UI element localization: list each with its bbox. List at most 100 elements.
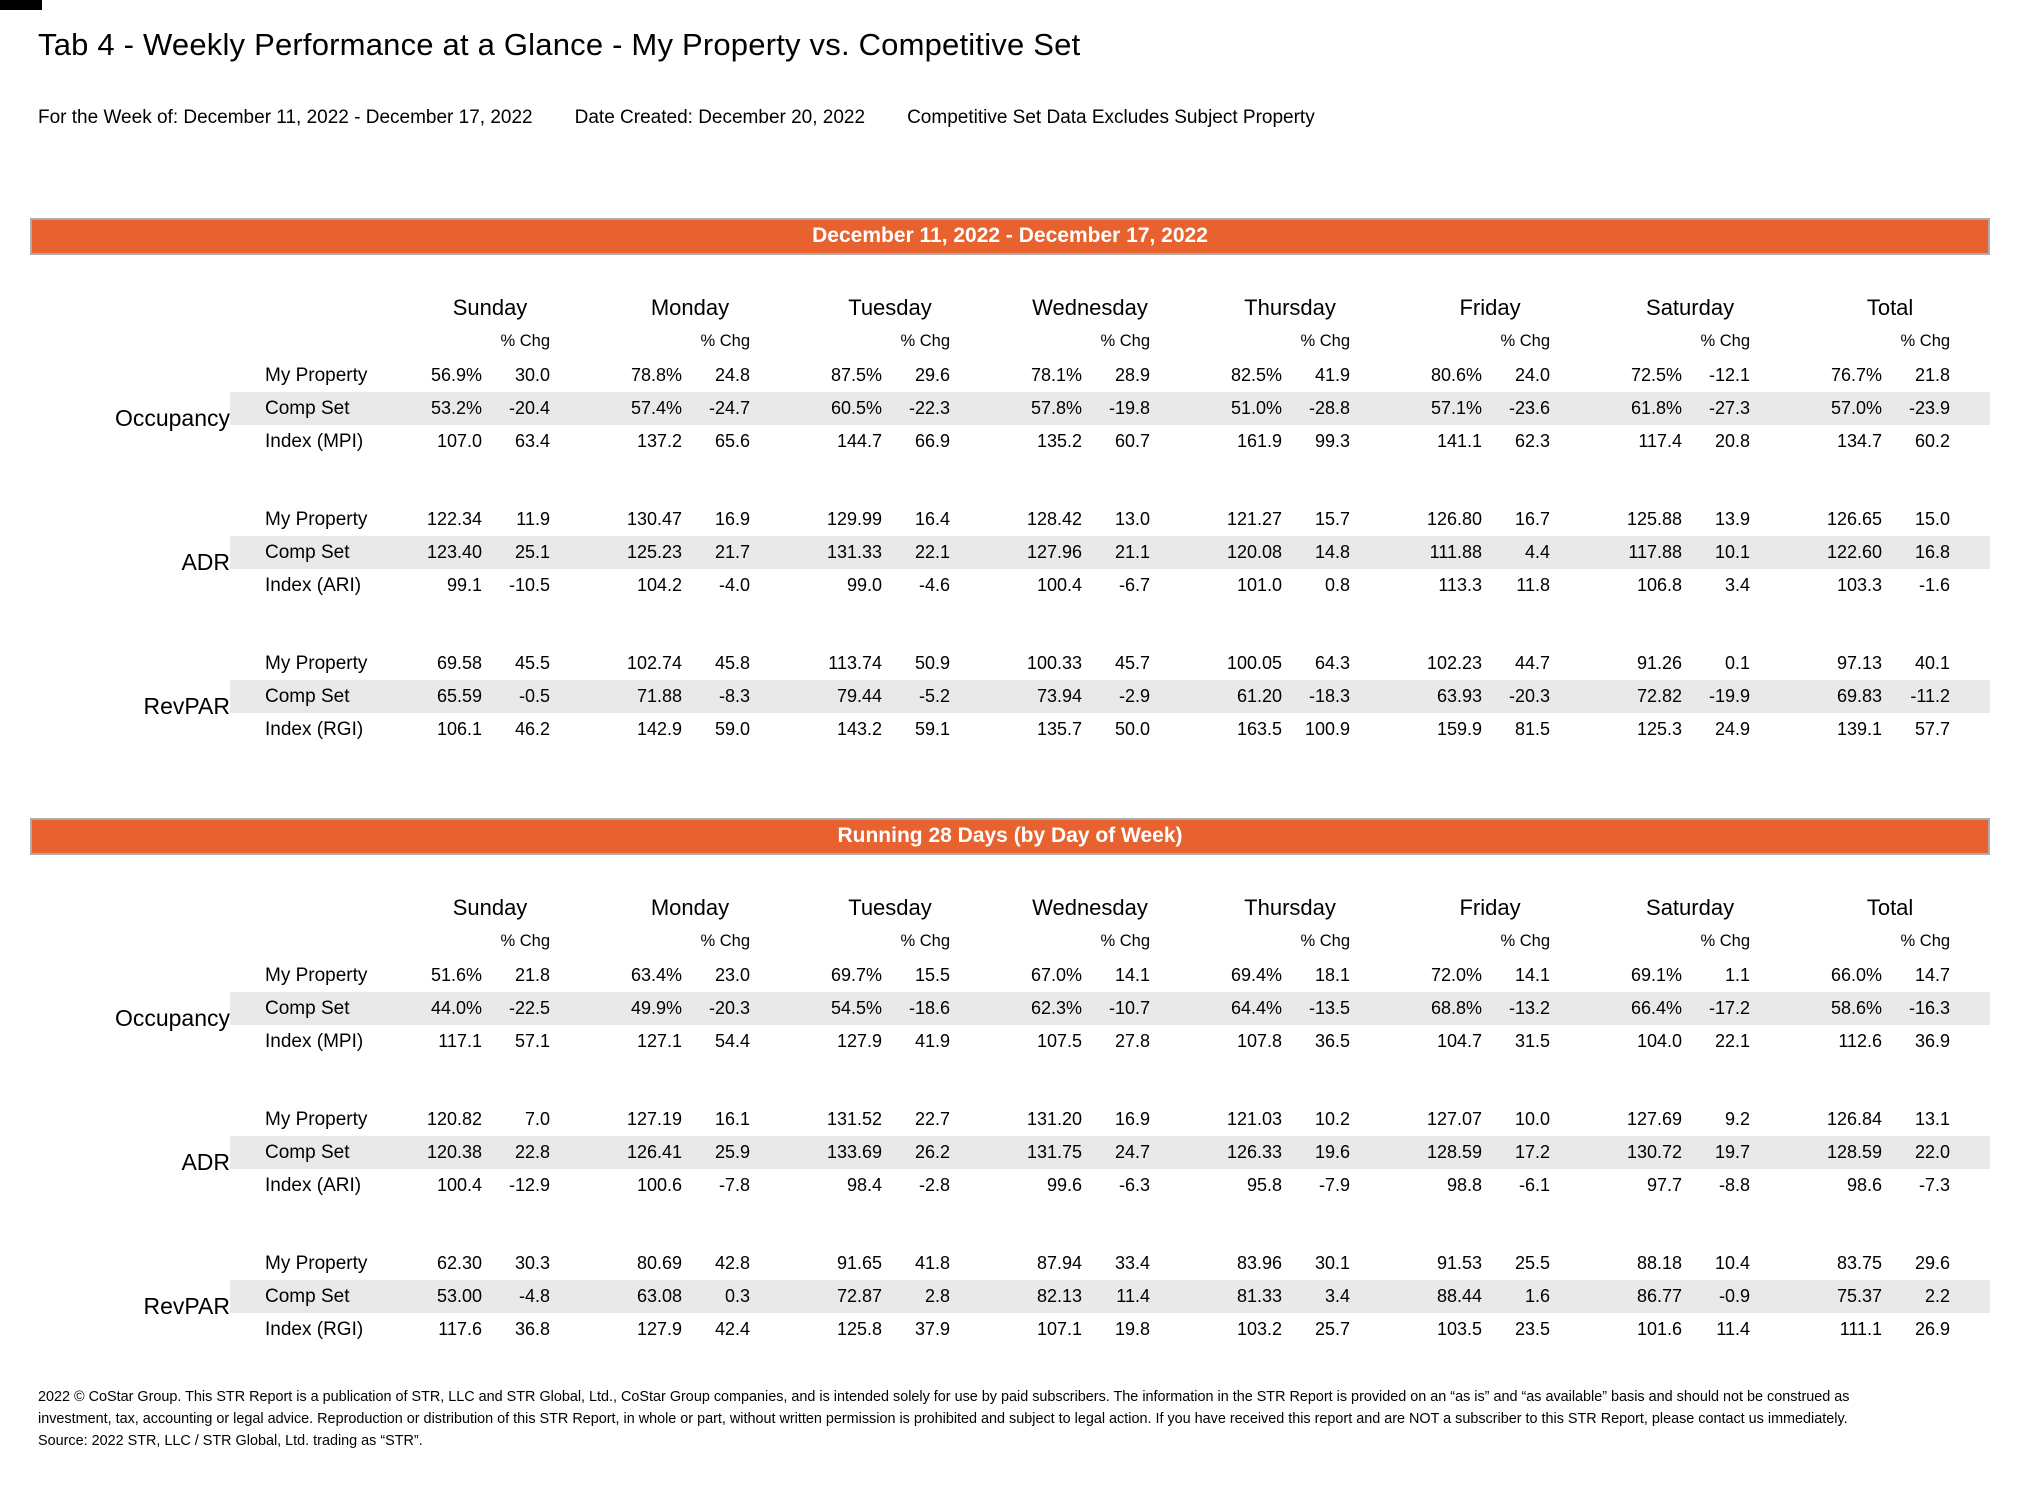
chg-cell: 14.1: [1114, 965, 1150, 985]
chg-cell: 42.4: [714, 1319, 750, 1339]
chg-cell: 50.0: [1114, 719, 1150, 739]
value-cell: 88.44: [1390, 1280, 1486, 1313]
disclaimer-line-3: Source: 2022 STR, LLC / STR Global, Ltd.…: [38, 1433, 423, 1449]
chg-cell: 41.9: [914, 1031, 950, 1051]
chg-cell: 25.5: [1514, 1253, 1551, 1273]
chg-cell: 11.4: [1085, 1280, 1150, 1313]
chg-cell: 0.3: [685, 1280, 750, 1313]
chg-cell: -0.9: [1685, 1280, 1751, 1313]
day-header-row: Sunday Monday Tuesday Wednesday Thursday Frid…: [30, 855, 1990, 923]
value-cell: 128.42: [1026, 509, 1082, 529]
day-header: Saturday: [1646, 295, 1735, 320]
value-cell: 75.37: [1790, 1280, 1886, 1313]
chg-cell: 30.0: [514, 365, 550, 385]
chg-cell: 28.9: [1114, 365, 1150, 385]
value-cell: 100.4: [436, 1175, 482, 1195]
value-cell: 103.2: [1236, 1319, 1282, 1339]
pct-chg-header: % Chg: [1700, 332, 1751, 350]
chg-cell: -16.3: [1885, 992, 1951, 1025]
chg-cell: 23.0: [714, 965, 750, 985]
value-cell: 120.38: [390, 1136, 485, 1169]
value-cell: 102.74: [626, 653, 682, 673]
chg-cell: 17.2: [1485, 1136, 1551, 1169]
chg-cell: 25.7: [1314, 1319, 1350, 1339]
chg-cell: 1.6: [1485, 1280, 1551, 1313]
value-cell: 61.8%: [1590, 392, 1686, 425]
value-cell: 131.52: [826, 1109, 882, 1129]
chg-cell: 37.9: [914, 1319, 950, 1339]
pct-chg-header: % Chg: [700, 332, 750, 350]
pct-chg-header: % Chg: [500, 332, 550, 350]
value-cell: 102.23: [1426, 653, 1483, 673]
value-cell: 143.2: [836, 719, 882, 739]
chg-cell: 2.2: [1885, 1280, 1951, 1313]
value-cell: 111.1: [1839, 1319, 1883, 1339]
chg-cell: 7.0: [524, 1109, 550, 1129]
value-cell: 106.1: [436, 719, 482, 739]
value-cell: 49.9%: [590, 992, 685, 1025]
chg-cell: 36.9: [1915, 1031, 1951, 1051]
chg-cell: 36.5: [1314, 1031, 1350, 1051]
chg-cell: 15.7: [1314, 509, 1350, 529]
value-cell: 54.5%: [790, 992, 885, 1025]
series-label: Comp Set: [230, 536, 390, 569]
day-header: Wednesday: [1032, 895, 1148, 920]
value-cell: 63.4%: [630, 965, 682, 985]
performance-table: Sunday Monday Tuesday Wednesday Thursday Frid…: [30, 255, 1991, 746]
value-cell: 73.94: [990, 680, 1085, 713]
chg-cell: -8.3: [685, 680, 750, 713]
metric-label: RevPAR: [30, 1247, 230, 1346]
value-cell: 107.1: [1036, 1319, 1082, 1339]
table-row: ADR My Property 120.82 7.0 127.19 16.1 131.52 2…: [30, 1103, 1990, 1202]
value-cell: 82.13: [990, 1280, 1085, 1313]
chg-cell: 24.8: [714, 365, 750, 385]
date-created-label: Date Created: December 20, 2022: [574, 107, 866, 128]
chg-cell: 16.9: [1114, 1109, 1150, 1129]
value-cell: 141.1: [1436, 431, 1483, 451]
value-cell: 113.3: [1438, 575, 1483, 595]
chg-cell: 33.4: [1114, 1253, 1150, 1273]
value-cell: 97.13: [1837, 653, 1883, 673]
value-cell: 128.59: [1790, 1136, 1886, 1169]
value-cell: 91.26: [1636, 653, 1683, 673]
chg-cell: 13.9: [1714, 509, 1751, 529]
value-cell: 125.88: [1626, 509, 1683, 529]
value-cell: 126.65: [1827, 509, 1883, 529]
value-cell: 91.65: [836, 1253, 882, 1273]
value-cell: 139.1: [1837, 719, 1883, 739]
chg-cell: 81.5: [1514, 719, 1551, 739]
chg-cell: -6.1: [1519, 1175, 1551, 1195]
chg-cell: 23.5: [1514, 1319, 1551, 1339]
chg-cell: -11.2: [1885, 680, 1951, 713]
metric-label: Occupancy: [30, 359, 230, 458]
chg-cell: 10.0: [1514, 1109, 1551, 1129]
table-row: Occupancy My Property 51.6% 21.8 63.4% 23.0 69…: [30, 959, 1990, 1058]
spacer-row: [30, 458, 1990, 503]
chg-cell: -1.6: [1919, 575, 1951, 595]
value-cell: 56.9%: [430, 365, 482, 385]
value-cell: 88.18: [1636, 1253, 1683, 1273]
value-cell: 123.40: [390, 536, 485, 569]
value-cell: 126.33: [1190, 1136, 1285, 1169]
value-cell: 98.4: [846, 1175, 882, 1195]
value-cell: 161.9: [1236, 431, 1282, 451]
value-cell: 72.82: [1590, 680, 1686, 713]
chg-cell: 16.7: [1514, 509, 1551, 529]
value-cell: 121.03: [1226, 1109, 1282, 1129]
table-row: Comp Set 120.38 22.8 126.41 25.9 133.69 26.2 13…: [30, 1136, 1991, 1169]
value-cell: 69.4%: [1230, 965, 1282, 985]
value-cell: 112.6: [1838, 1031, 1883, 1051]
chg-cell: 15.5: [914, 965, 950, 985]
chg-cell: -20.3: [1485, 680, 1551, 713]
chg-cell: 40.1: [1915, 653, 1951, 673]
value-cell: 99.0: [846, 575, 882, 595]
day-header: Total: [1866, 895, 1914, 920]
chg-cell: -24.7: [685, 392, 750, 425]
chg-cell: 19.7: [1685, 1136, 1751, 1169]
value-cell: 127.07: [1426, 1109, 1483, 1129]
value-cell: 60.5%: [790, 392, 885, 425]
report-meta: For the Week of: December 11, 2022 - Dec…: [38, 107, 2036, 129]
value-cell: 104.0: [1636, 1031, 1683, 1051]
table-row: Comp Set 53.2% -20.4 57.4% -24.7 60.5% -22.3 57…: [30, 392, 1991, 425]
str-report: Tab 4 - Weekly Performance at a Glance -…: [30, 27, 2036, 1449]
